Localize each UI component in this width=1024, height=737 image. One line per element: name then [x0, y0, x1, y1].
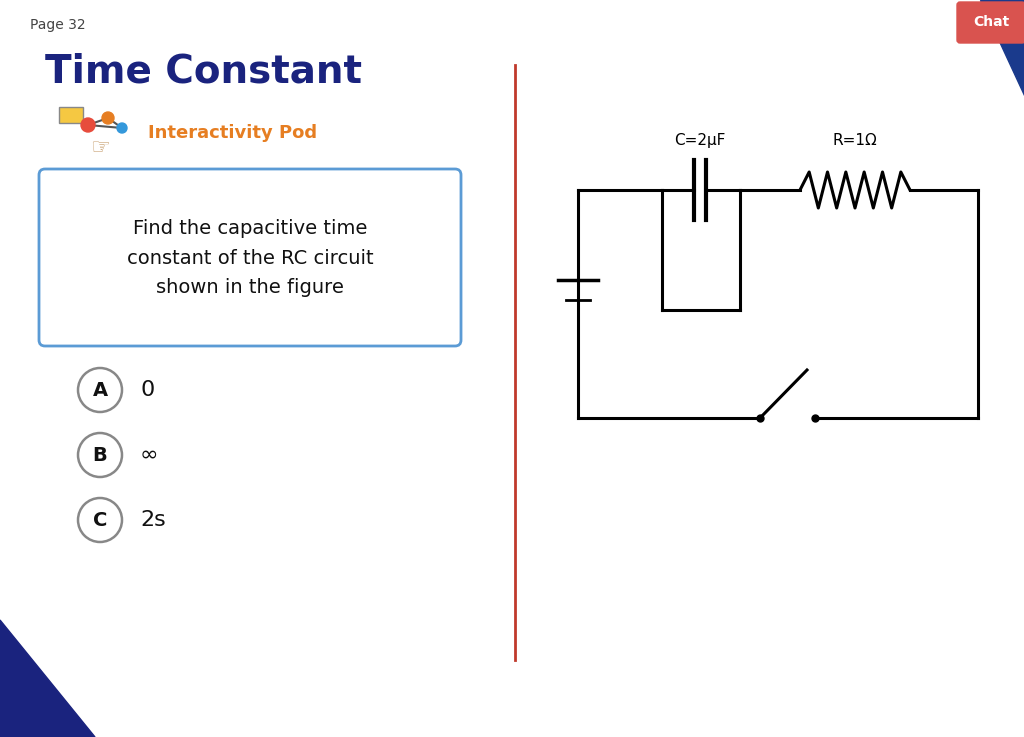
Text: B: B — [92, 445, 108, 464]
Circle shape — [102, 112, 114, 124]
Circle shape — [81, 118, 95, 132]
Circle shape — [117, 123, 127, 133]
Circle shape — [78, 433, 122, 477]
Text: C=2μF: C=2μF — [675, 133, 726, 148]
Text: Find the capacitive time
constant of the RC circuit
shown in the figure: Find the capacitive time constant of the… — [127, 219, 374, 297]
Text: ∞: ∞ — [140, 445, 159, 465]
Text: R=1Ω: R=1Ω — [833, 133, 878, 148]
Text: A: A — [92, 380, 108, 399]
Polygon shape — [0, 620, 95, 737]
FancyBboxPatch shape — [957, 2, 1024, 43]
Polygon shape — [980, 0, 1024, 95]
FancyBboxPatch shape — [59, 107, 83, 123]
Text: Page 32: Page 32 — [30, 18, 86, 32]
Text: Time Constant: Time Constant — [45, 52, 362, 90]
Circle shape — [78, 498, 122, 542]
Circle shape — [78, 368, 122, 412]
Text: Interactivity Pod: Interactivity Pod — [148, 124, 317, 142]
Text: Chat: Chat — [973, 15, 1009, 29]
Text: 0: 0 — [140, 380, 155, 400]
Text: C: C — [93, 511, 108, 529]
Text: 2s: 2s — [140, 510, 166, 530]
FancyBboxPatch shape — [39, 169, 461, 346]
Text: ☞: ☞ — [90, 138, 110, 158]
